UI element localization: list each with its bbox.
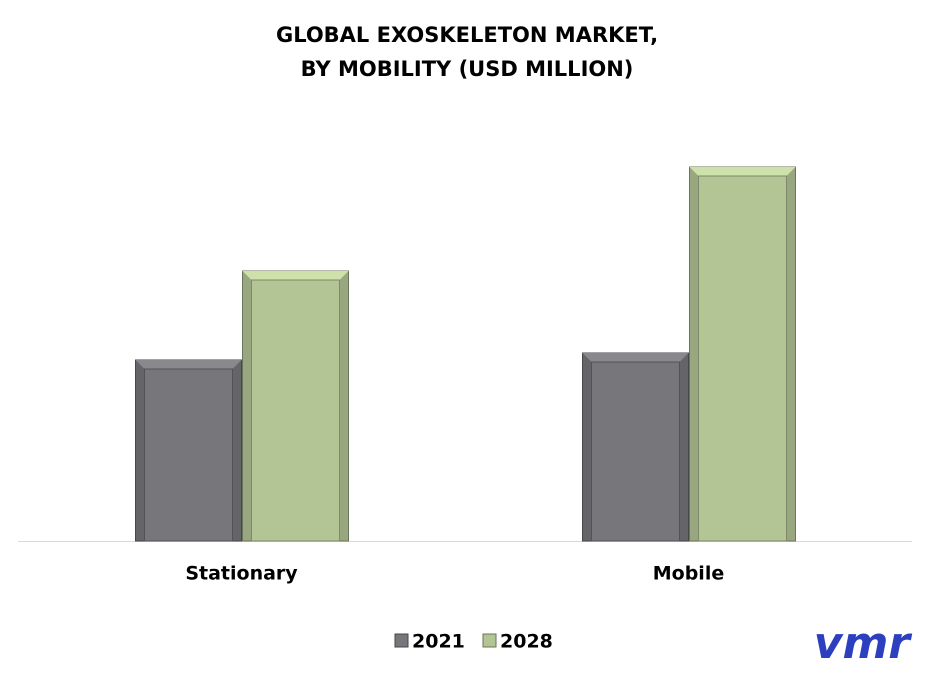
chart-title: GLOBAL EXOSKELETON MARKET, (276, 23, 658, 47)
bar-bevel (135, 360, 242, 369)
bar-bevel (582, 353, 689, 362)
x-tick-label: Stationary (185, 563, 298, 585)
bar-face (591, 361, 680, 542)
bar-bevel (242, 271, 349, 280)
legend-label: 2021 (412, 631, 465, 653)
bar-face (698, 175, 787, 542)
x-tick-label: Mobile (653, 563, 724, 585)
bar-bevel (689, 167, 796, 176)
chart-title: BY MOBILITY (USD MILLION) (301, 57, 634, 81)
bar-face (251, 279, 340, 542)
legend-label: 2028 (500, 631, 553, 653)
legend-swatch (394, 633, 409, 648)
logo: vmr (814, 618, 913, 669)
bar-face (144, 368, 233, 542)
legend-swatch (482, 633, 497, 648)
